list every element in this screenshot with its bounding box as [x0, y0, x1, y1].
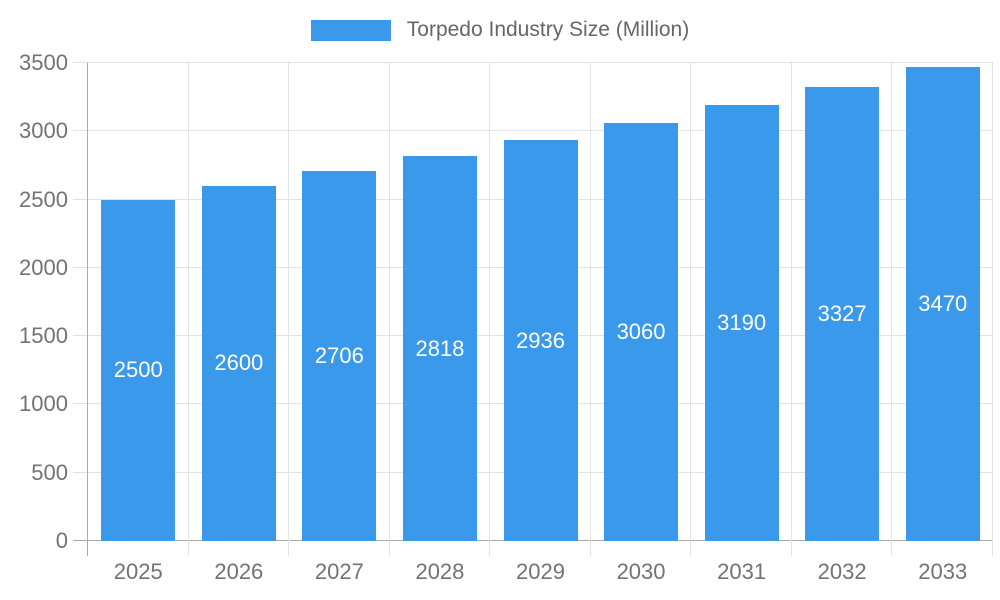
- y-tick-label: 1500: [19, 323, 68, 348]
- x-gridline: [288, 63, 289, 556]
- x-gridline: [489, 63, 490, 556]
- y-tick-label: 3500: [19, 50, 68, 75]
- y-axis-line: [87, 63, 88, 556]
- y-tick-label: 1000: [19, 391, 68, 416]
- x-tick-label: 2029: [516, 559, 565, 584]
- x-gridline: [188, 63, 189, 556]
- x-gridline: [891, 63, 892, 556]
- bar[interactable]: [503, 140, 578, 541]
- x-tick-label: 2028: [415, 559, 465, 584]
- bar-value-label: 2706: [314, 343, 364, 369]
- legend[interactable]: Torpedo Industry Size (Million): [0, 16, 1000, 44]
- x-gridline: [992, 63, 993, 556]
- bar[interactable]: [302, 171, 377, 541]
- bar-value-label: 2600: [214, 350, 264, 376]
- bar[interactable]: [704, 105, 779, 541]
- y-gridline: [73, 130, 993, 131]
- legend-label: Torpedo Industry Size (Million): [406, 18, 690, 41]
- bar[interactable]: [101, 199, 176, 541]
- x-tick-label: 2031: [717, 559, 767, 584]
- bar-value-label: 3060: [616, 319, 666, 345]
- bar-value-label: 3327: [817, 300, 867, 326]
- legend-swatch: [310, 19, 391, 41]
- bar-value-label: 3470: [918, 291, 968, 317]
- y-gridline: [73, 62, 993, 63]
- x-tick-label: 2026: [214, 559, 264, 584]
- y-tick-label: 3000: [19, 118, 68, 143]
- bar-value-label: 2500: [113, 357, 163, 383]
- x-gridline: [791, 63, 792, 556]
- bar-value-label: 3190: [717, 310, 767, 336]
- bar[interactable]: [201, 185, 276, 541]
- x-gridline: [389, 63, 390, 556]
- y-tick-label: 0: [55, 528, 68, 553]
- x-tick-label: 2033: [918, 559, 968, 584]
- x-gridline: [690, 63, 691, 556]
- x-tick-label: 2027: [314, 559, 364, 584]
- x-tick-label: 2025: [113, 559, 163, 584]
- y-tick-label: 2500: [19, 187, 68, 212]
- bar[interactable]: [805, 86, 880, 541]
- y-tick-label: 2000: [19, 255, 68, 280]
- bar[interactable]: [604, 123, 679, 541]
- y-tick-label: 500: [31, 460, 68, 485]
- bar[interactable]: [402, 156, 477, 541]
- bar-value-label: 2818: [415, 335, 465, 361]
- x-tick-label: 2030: [616, 559, 666, 584]
- bar-value-label: 2936: [516, 327, 565, 353]
- x-gridline: [590, 63, 591, 556]
- x-tick-label: 2032: [817, 559, 867, 584]
- bar[interactable]: [905, 67, 980, 541]
